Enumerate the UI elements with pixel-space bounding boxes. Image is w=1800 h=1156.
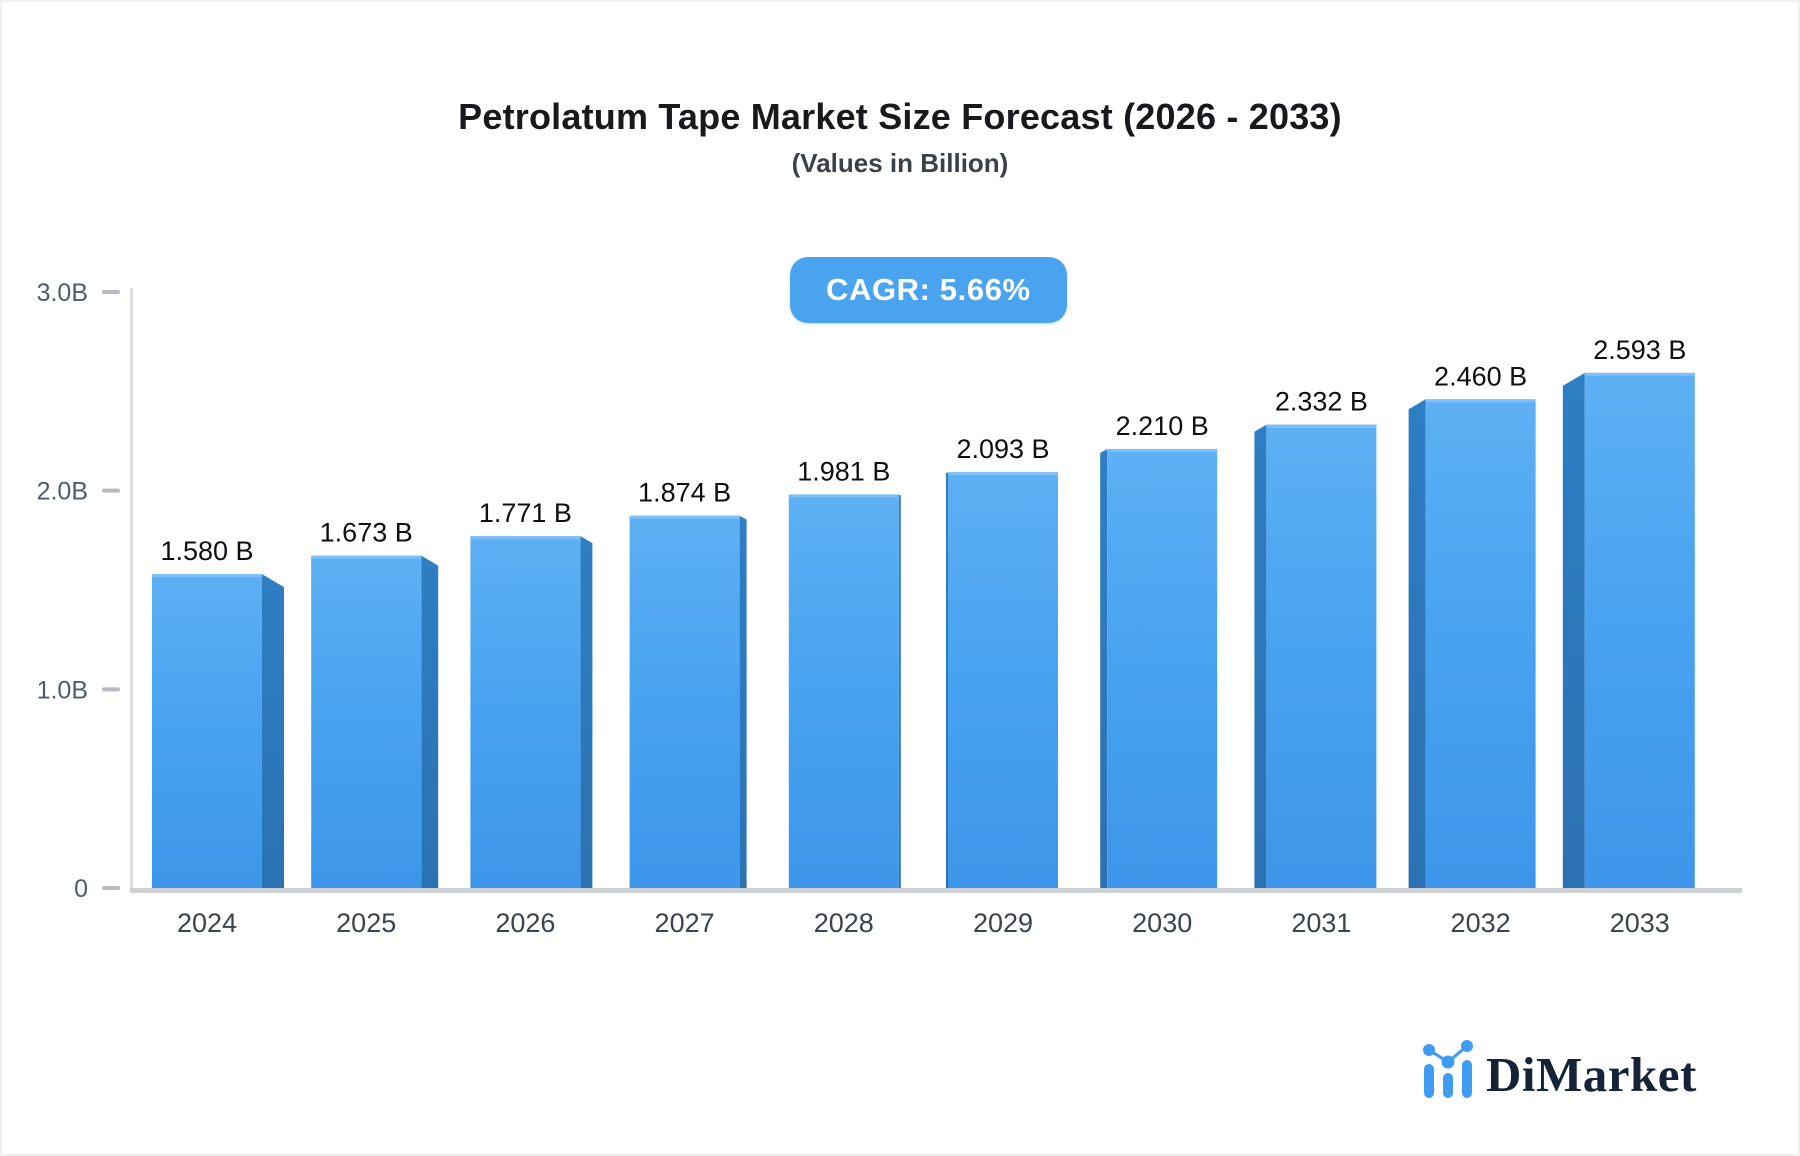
y-tick-dash xyxy=(102,687,120,692)
x-axis-label-2029: 2029 xyxy=(973,908,1033,938)
bar-top-edge-2030 xyxy=(1107,448,1218,452)
y-tick-dash xyxy=(102,488,120,493)
bar-side-2025 xyxy=(421,555,439,888)
bar-value-label-2031: 2.332 B xyxy=(1275,387,1368,417)
bar-top-edge-2029 xyxy=(948,472,1058,476)
cagr-badge: CAGR: 5.66% xyxy=(790,257,1067,323)
bar-top-edge-2031 xyxy=(1266,424,1377,428)
x-axis-label-2032: 2032 xyxy=(1451,908,1511,938)
bar-chart-logo-icon xyxy=(1423,1040,1473,1098)
y-tick-label: 2.0B xyxy=(37,478,88,506)
bar-2029 xyxy=(948,472,1058,888)
bar-side-2027 xyxy=(739,515,747,888)
x-axis-label-2024: 2024 xyxy=(177,908,237,938)
page-title: Petrolatum Tape Market Size Forecast (20… xyxy=(458,96,1342,137)
bar-side-2032 xyxy=(1408,399,1426,888)
x-axis-label-2030: 2030 xyxy=(1132,908,1192,938)
y-tick-dash xyxy=(102,886,120,890)
bar-side-2031 xyxy=(1254,424,1267,888)
y-tick-label: 1.0B xyxy=(37,676,88,704)
bar-side-2033 xyxy=(1562,372,1585,889)
x-axis-label-2026: 2026 xyxy=(495,908,555,938)
bar-top-edge-2024 xyxy=(152,574,262,578)
bar-2032 xyxy=(1425,399,1536,888)
bar-2030 xyxy=(1107,448,1218,888)
bar-top-edge-2025 xyxy=(311,555,422,559)
y-tick-label: 3.0B xyxy=(37,279,88,307)
bar-2028 xyxy=(788,494,899,888)
bar-value-label-2024: 1.580 B xyxy=(160,536,253,566)
brand-logo: DiMarket xyxy=(1422,1040,1697,1102)
bar-side-2024 xyxy=(262,574,284,888)
bar-side-2030 xyxy=(1100,448,1108,888)
bar-value-label-2028: 1.981 B xyxy=(797,456,890,486)
cagr-badge-label: CAGR: 5.66% xyxy=(826,272,1031,307)
bar-value-label-2029: 2.093 B xyxy=(956,434,1049,464)
bar-side-2028 xyxy=(898,494,901,888)
x-axis-label-2025: 2025 xyxy=(336,908,396,938)
bar-side-2026 xyxy=(580,536,593,888)
bar-top-edge-2027 xyxy=(629,515,740,519)
plot-area: 0 1.0B 2.0B 3.0B 1.580 B 2024 1.673 B 2025 1.771… xyxy=(37,279,1742,938)
x-axis-label-2028: 2028 xyxy=(814,908,874,938)
bar-value-label-2026: 1.771 B xyxy=(479,498,572,528)
bar-value-label-2030: 2.210 B xyxy=(1116,411,1209,441)
bar-top-edge-2033 xyxy=(1584,372,1695,376)
bar-side-2029 xyxy=(946,472,948,888)
bar-top-edge-2032 xyxy=(1425,399,1536,403)
bar-2026 xyxy=(470,536,581,888)
bar-value-label-2025: 1.673 B xyxy=(320,518,413,548)
x-axis-label-2031: 2031 xyxy=(1291,908,1351,938)
x-axis-baseline xyxy=(130,888,1742,893)
y-tick-label: 0 xyxy=(74,875,88,903)
bar-top-edge-2028 xyxy=(788,494,899,498)
bar-2025 xyxy=(311,555,422,888)
brand-name: DiMarket xyxy=(1486,1047,1697,1102)
x-axis-label-2033: 2033 xyxy=(1610,908,1670,938)
bar-2031 xyxy=(1266,424,1377,888)
bar-value-label-2033: 2.593 B xyxy=(1593,335,1686,365)
y-axis-line xyxy=(130,288,133,893)
x-axis-label-2027: 2027 xyxy=(655,908,715,938)
bar-value-label-2027: 1.874 B xyxy=(638,478,731,508)
bar-value-label-2032: 2.460 B xyxy=(1434,361,1527,391)
page-subtitle: (Values in Billion) xyxy=(791,148,1009,178)
bar-2033 xyxy=(1584,372,1695,889)
bar-2024 xyxy=(152,574,262,888)
y-tick-dash xyxy=(102,290,120,294)
bar-top-edge-2026 xyxy=(470,536,581,540)
bar-2027 xyxy=(629,515,740,888)
